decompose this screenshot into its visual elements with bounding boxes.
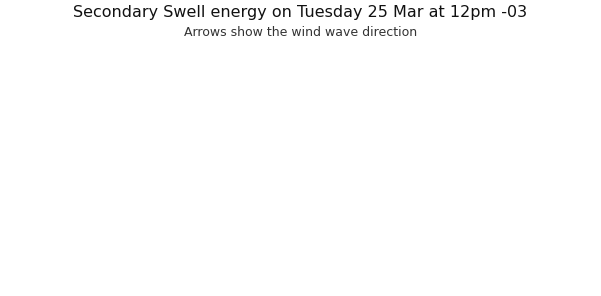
Text: cartopy required: cartopy required bbox=[219, 160, 382, 179]
Text: Secondary Swell energy on Tuesday 25 Mar at 12pm -03: Secondary Swell energy on Tuesday 25 Mar… bbox=[73, 5, 528, 20]
Text: Arrows show the wind wave direction: Arrows show the wind wave direction bbox=[184, 26, 417, 39]
